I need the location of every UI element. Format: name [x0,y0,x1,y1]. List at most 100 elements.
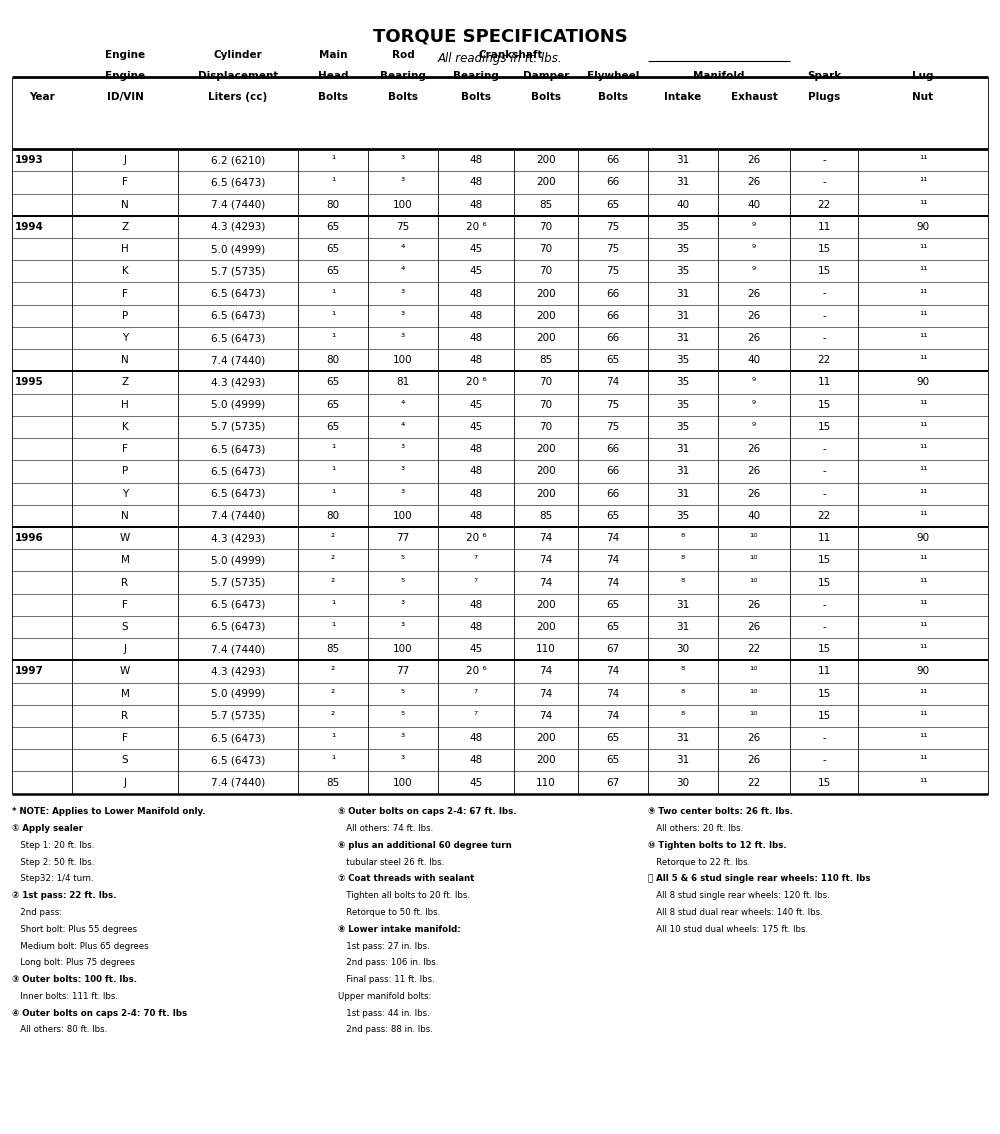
Text: 35: 35 [676,399,690,409]
Text: 75: 75 [606,422,620,432]
Text: 80: 80 [326,200,340,210]
Text: 65: 65 [326,222,340,232]
Text: 31: 31 [676,755,690,765]
Text: 31: 31 [676,489,690,499]
Text: 66: 66 [606,311,620,321]
Text: -: - [822,311,826,321]
Text: 48: 48 [469,333,483,344]
Text: ¹¹: ¹¹ [919,510,927,521]
Text: 35: 35 [676,244,690,254]
Text: ⁹: ⁹ [752,399,756,409]
Text: All others: 20 ft. lbs.: All others: 20 ft. lbs. [648,824,743,833]
Text: 85: 85 [326,644,340,654]
Text: ¹⁰: ¹⁰ [750,577,758,587]
Text: ⁴: ⁴ [401,399,405,409]
Text: 85: 85 [539,200,553,210]
Text: 1993: 1993 [15,155,44,166]
Text: 1994: 1994 [15,222,44,232]
Text: 65: 65 [326,266,340,277]
Text: 22: 22 [747,778,761,788]
Text: Year: Year [29,92,55,102]
Text: Nut: Nut [912,92,934,102]
Text: 26: 26 [747,600,761,610]
Text: ⁹: ⁹ [752,266,756,277]
Text: Main: Main [319,50,347,60]
Text: ⁵: ⁵ [401,556,405,566]
Text: ³: ³ [401,600,405,610]
Text: 48: 48 [469,621,483,632]
Text: ¹: ¹ [331,155,335,166]
Text: Spark: Spark [807,70,841,81]
Text: 110: 110 [536,778,556,788]
Text: 31: 31 [676,288,690,298]
Text: 70: 70 [539,399,553,409]
Text: ⁸: ⁸ [681,533,685,543]
Text: Bolts: Bolts [598,92,628,102]
Text: 35: 35 [676,266,690,277]
Text: 74: 74 [539,667,553,677]
Text: -: - [822,155,826,166]
Text: 200: 200 [536,489,556,499]
Text: 26: 26 [747,621,761,632]
Text: Retorque to 50 ft. lbs.: Retorque to 50 ft. lbs. [338,908,440,917]
Text: Bolts: Bolts [388,92,418,102]
Text: ⁸: ⁸ [681,711,685,721]
Text: S: S [122,621,128,632]
Text: 75: 75 [606,244,620,254]
Text: 200: 200 [536,155,556,166]
Text: Bolts: Bolts [318,92,348,102]
Text: Bolts: Bolts [461,92,491,102]
Text: ⑦ Coat threads with sealant: ⑦ Coat threads with sealant [338,874,474,883]
Text: ³: ³ [401,288,405,298]
Text: 65: 65 [606,510,620,521]
Text: 85: 85 [539,355,553,365]
Text: ¹: ¹ [331,621,335,632]
Text: Y: Y [122,489,128,499]
Text: All others: 80 ft. lbs.: All others: 80 ft. lbs. [12,1025,107,1034]
Text: ¹¹: ¹¹ [919,755,927,765]
Text: ²: ² [331,711,335,721]
Text: F: F [122,600,128,610]
Text: ¹¹: ¹¹ [919,333,927,344]
Text: 77: 77 [396,667,410,677]
Text: ⁴: ⁴ [401,266,405,277]
Text: N: N [121,355,129,365]
Text: 200: 200 [536,621,556,632]
Text: All 8 stud single rear wheels: 120 ft. lbs.: All 8 stud single rear wheels: 120 ft. l… [648,891,830,900]
Text: Bearing: Bearing [380,70,426,81]
Text: 66: 66 [606,177,620,187]
Text: 26: 26 [747,177,761,187]
Text: 20 ⁶: 20 ⁶ [466,378,486,388]
Text: 200: 200 [536,288,556,298]
Text: ¹¹: ¹¹ [919,621,927,632]
Text: 45: 45 [469,778,483,788]
Text: 74: 74 [539,688,553,699]
Text: 4.3 (4293): 4.3 (4293) [211,222,265,232]
Text: 26: 26 [747,755,761,765]
Text: 26: 26 [747,288,761,298]
Text: ⁹: ⁹ [752,422,756,432]
Text: 11: 11 [817,222,831,232]
Text: 85: 85 [539,510,553,521]
Text: 15: 15 [817,711,831,721]
Text: 15: 15 [817,778,831,788]
Text: ¹: ¹ [331,489,335,499]
Text: Lug: Lug [912,70,934,81]
Text: ²: ² [331,667,335,677]
Text: ³: ³ [401,177,405,187]
Text: 200: 200 [536,177,556,187]
Text: 5.7 (5735): 5.7 (5735) [211,577,265,587]
Text: 74: 74 [539,533,553,543]
Text: 1996: 1996 [15,533,44,543]
Text: 11: 11 [817,667,831,677]
Text: Exhaust: Exhaust [731,92,777,102]
Text: 1997: 1997 [15,667,44,677]
Text: 31: 31 [676,333,690,344]
Text: All readings in ft. lbs.: All readings in ft. lbs. [438,52,562,66]
Text: Damper: Damper [523,70,569,81]
Text: 74: 74 [606,667,620,677]
Text: ⑪ All 5 & 6 stud single rear wheels: 110 ft. lbs: ⑪ All 5 & 6 stud single rear wheels: 110… [648,874,870,883]
Text: All 10 stud dual wheels: 175 ft. lbs.: All 10 stud dual wheels: 175 ft. lbs. [648,925,808,933]
Text: ④ Outer bolts on caps 2-4: 70 ft. lbs: ④ Outer bolts on caps 2-4: 70 ft. lbs [12,1009,187,1017]
Text: 26: 26 [747,489,761,499]
